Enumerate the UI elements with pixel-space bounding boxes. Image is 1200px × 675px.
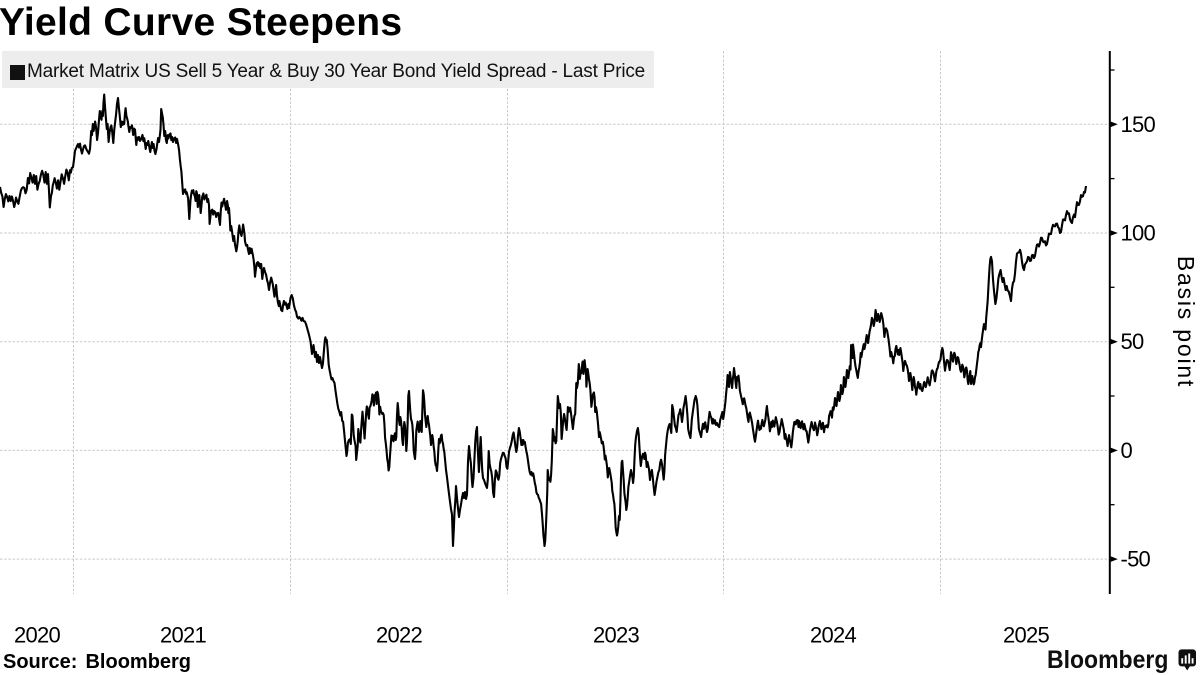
svg-text:100: 100	[1121, 221, 1156, 246]
svg-text:2024: 2024	[810, 623, 856, 648]
svg-text:150: 150	[1121, 112, 1156, 137]
svg-text:Basis point: Basis point	[1173, 256, 1199, 388]
svg-text:2021: 2021	[160, 623, 206, 648]
svg-text:2025: 2025	[1003, 623, 1049, 648]
svg-text:2022: 2022	[376, 623, 422, 648]
svg-text:2023: 2023	[593, 623, 639, 648]
svg-text:50: 50	[1121, 329, 1144, 354]
svg-text:-50: -50	[1121, 547, 1151, 572]
svg-text:0: 0	[1121, 438, 1133, 463]
svg-text:2020: 2020	[14, 623, 60, 648]
